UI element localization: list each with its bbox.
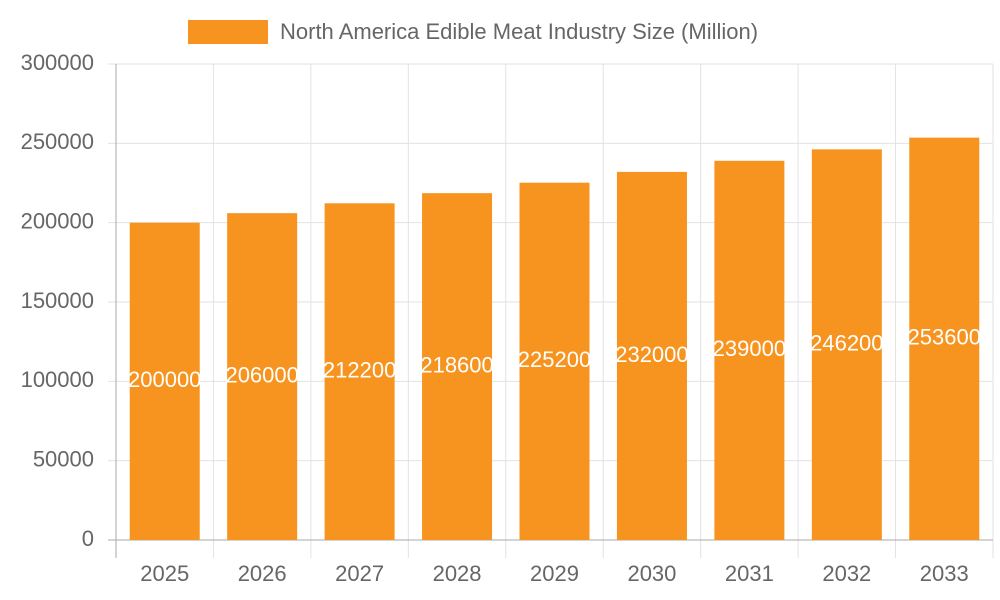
y-tick-label: 100000 [21,367,94,392]
data-label: 212200 [323,357,396,382]
data-label: 232000 [615,342,688,367]
x-tick-label: 2033 [920,561,969,586]
bar [909,137,980,540]
x-tick-label: 2030 [627,561,676,586]
y-tick-label: 200000 [21,208,94,233]
bar [422,193,493,540]
data-label: 225200 [518,347,591,372]
y-tick-label: 250000 [21,129,94,154]
legend-label: North America Edible Meat Industry Size … [280,19,758,44]
data-label: 218600 [420,352,493,377]
bar [714,160,785,540]
x-tick-label: 2025 [140,561,189,586]
y-tick-label: 0 [82,526,94,551]
data-label: 206000 [225,362,298,387]
bar [129,222,200,540]
data-label: 246200 [810,330,883,355]
data-label: 253600 [908,325,981,350]
x-tick-label: 2027 [335,561,384,586]
x-tick-label: 2026 [238,561,287,586]
x-tick-label: 2029 [530,561,579,586]
bar [616,171,687,541]
bar [324,203,395,540]
x-tick-label: 2028 [433,561,482,586]
y-tick-label: 50000 [33,446,94,471]
data-label: 239000 [713,336,786,361]
bar [227,213,298,540]
y-tick-label: 300000 [21,50,94,75]
y-tick-label: 150000 [21,288,94,313]
x-tick-label: 2032 [822,561,871,586]
data-label: 200000 [128,367,201,392]
legend-swatch [188,20,268,44]
bar [519,182,590,540]
x-tick-label: 2031 [725,561,774,586]
bar [811,149,882,540]
